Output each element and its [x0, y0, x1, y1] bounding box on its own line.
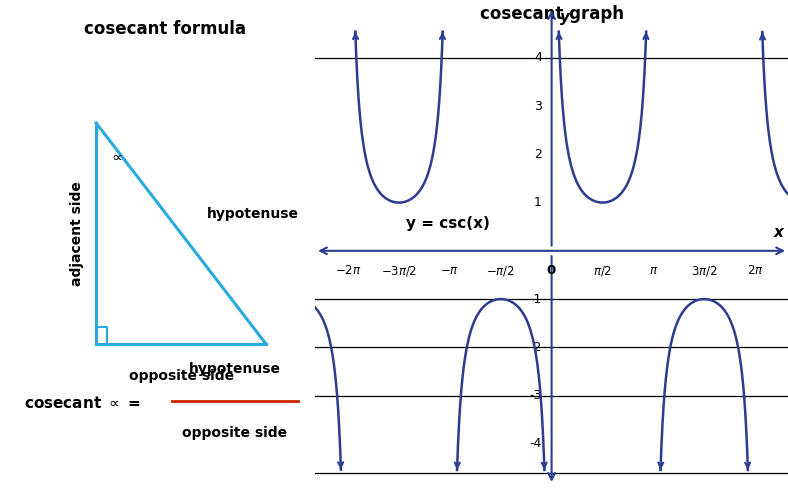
Text: 3: 3 — [534, 99, 542, 113]
Text: $3\pi/2$: $3\pi/2$ — [691, 264, 717, 278]
Text: 1: 1 — [534, 196, 542, 209]
Text: 4: 4 — [534, 51, 542, 64]
Text: $-2\pi$: $-2\pi$ — [335, 264, 362, 277]
Text: cosecant graph: cosecant graph — [480, 5, 623, 23]
Text: x: x — [773, 225, 783, 240]
Text: -3: -3 — [530, 389, 542, 402]
Text: cosecant formula: cosecant formula — [84, 20, 247, 38]
Text: $2\pi$: $2\pi$ — [747, 264, 764, 277]
Text: $\pi$: $\pi$ — [649, 264, 658, 277]
Text: adjacent side: adjacent side — [70, 181, 84, 286]
Text: $\propto$: $\propto$ — [109, 148, 123, 162]
Text: 2: 2 — [534, 148, 542, 161]
Text: opposite side: opposite side — [182, 426, 288, 439]
Text: $-\pi$: $-\pi$ — [440, 264, 459, 277]
Text: $\mathbf{0}$: $\mathbf{0}$ — [546, 264, 557, 277]
Text: -2: -2 — [530, 341, 542, 354]
Text: cosecant $\propto$ =: cosecant $\propto$ = — [24, 396, 143, 411]
Text: hypotenuse: hypotenuse — [189, 363, 281, 376]
Text: $-3\pi/2$: $-3\pi/2$ — [381, 264, 417, 278]
Text: $\pi/2$: $\pi/2$ — [593, 264, 612, 278]
Text: -1: -1 — [530, 293, 542, 306]
Text: hypotenuse: hypotenuse — [206, 207, 299, 221]
Text: $-\pi/2$: $-\pi/2$ — [486, 264, 515, 278]
Text: -4: -4 — [530, 437, 542, 450]
Text: y: y — [559, 10, 570, 25]
Text: opposite side: opposite side — [128, 369, 234, 383]
Text: y = csc(x): y = csc(x) — [406, 215, 490, 231]
